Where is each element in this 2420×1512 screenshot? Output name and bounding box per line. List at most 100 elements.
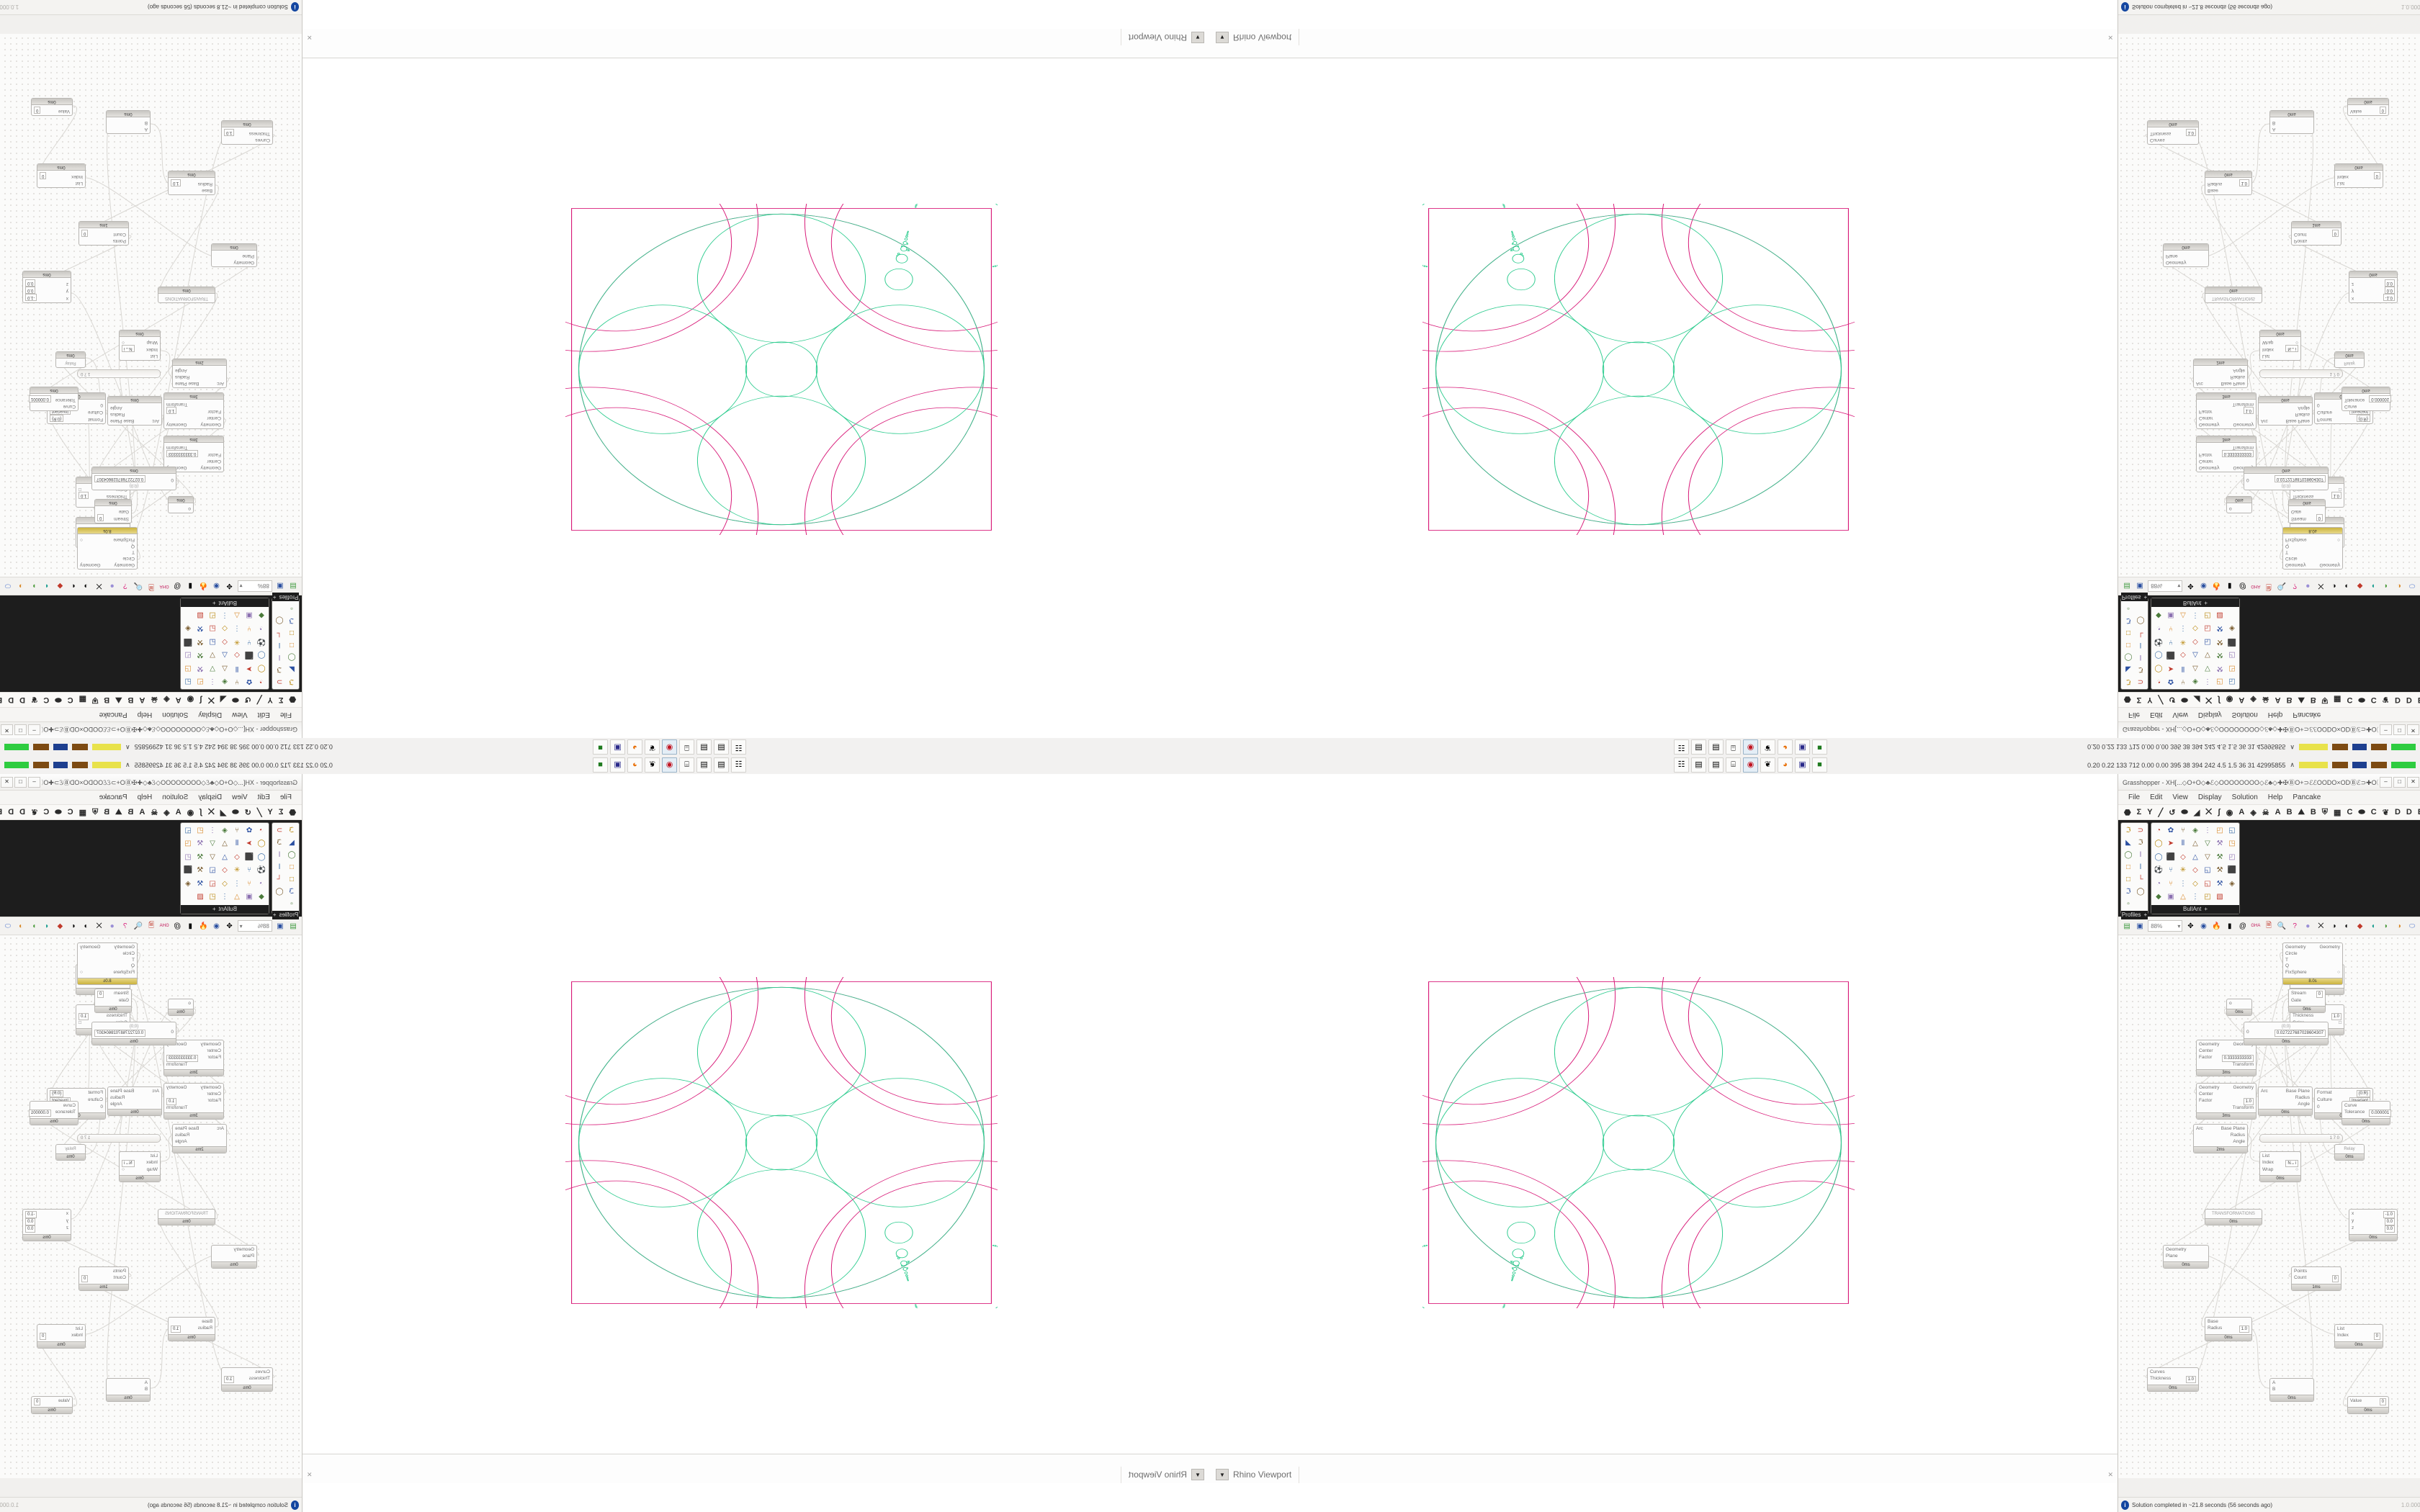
panel-bullant-icon-25[interactable]: ◱ [2204, 866, 2211, 874]
component-param-row[interactable]: Plane [214, 252, 254, 258]
tb-app-0[interactable]: ☷ [1674, 739, 1689, 755]
component-param-row[interactable]: Center [2199, 414, 2254, 420]
addon-c2-tab[interactable]: C [2370, 808, 2377, 816]
gh-component[interactable]: o 0ms [2226, 496, 2252, 513]
maths-tab[interactable]: Σ [2136, 808, 2142, 816]
gh-component[interactable]: Curves Thickness 1.0 0ms [2147, 1367, 2199, 1392]
panel-bullant[interactable]: ◔ ✿ ⑂ ◈ ⋮ ◰ ◱ ◯ ➤ ⦀ △ ▽ ⚒ ◳ ◯ ⬛ ◇ △ ▽ ⚒ ◰ ⚽ ⑂ ✳ ◇ ◱ ⚒ ⬛ ◔ ⑂ ⋮ ◇ ◱ ⚒ ◈ ◆ ▣ △ ⋮ ◰… [2151, 598, 2240, 690]
mesh-tab[interactable]: ◢ [220, 808, 227, 817]
grasshopper-canvas[interactable]: CurvesThickness1.0Color■2msCurvesThickne… [2118, 34, 2420, 577]
panel-profiles-icon-9[interactable]: └ [277, 629, 282, 637]
panel-bullant-icon-36[interactable]: ▣ [2167, 611, 2174, 619]
component-param-row[interactable]: Q [80, 542, 135, 549]
component-param-row[interactable]: Tolerance 0.000001 [28, 1109, 76, 1117]
addon-shield-tab[interactable]: ⛨ [91, 807, 99, 816]
addon-b2-tab[interactable]: B [104, 808, 110, 816]
open-file-icon[interactable]: ▤ [2123, 582, 2130, 590]
grasshopper-ribbon-tabs[interactable]: ⬣ΣΥ╱↺⬬◢⨉ʃ◉A◈☠AB⛰B⛨▦C⬬C❦DDEE▩ [2118, 805, 2420, 820]
addon-grid-tab[interactable]: ▦ [79, 695, 86, 704]
gh-component[interactable]: TRANSFORMATIONS 0ms [2205, 1209, 2262, 1226]
component-param-row[interactable]: FixSphere ○ [2285, 536, 2340, 542]
zoom-dropdown-icon[interactable]: ▾ [239, 582, 243, 590]
component-param-row[interactable]: Radius 1.0 [2208, 1325, 2249, 1333]
component-param-row[interactable]: Wrap ○ [2262, 338, 2298, 345]
panel-bullant-icon-21[interactable]: ⚽ [256, 866, 266, 874]
bake-icon[interactable]: 🔥 [2212, 582, 2221, 590]
panel-bullant-icon-14[interactable]: ◯ [2154, 651, 2163, 660]
grasshopper-menu-bar[interactable]: File Edit View Display Solution Help Pancake [2118, 791, 2420, 805]
component-param-row[interactable]: z 0.0 [2352, 279, 2395, 287]
component-param-row[interactable]: Format {0:R} [2317, 414, 2370, 422]
grasshopper-ribbon-tabs[interactable]: ⬣ΣΥ╱↺⬬◢⨉ʃ◉A◈☠AB⛰B⛨▦C⬬C❦DDEE▩ [2118, 692, 2420, 707]
component-param-row[interactable]: FixSphere ○ [80, 970, 135, 976]
component-param-row[interactable]: Factor 0.3333333333 [166, 1054, 221, 1062]
tb-app-8[interactable]: ■ [593, 739, 608, 755]
maximize-button[interactable]: □ [2393, 724, 2406, 736]
mesh-tab[interactable]: ◢ [2193, 695, 2200, 704]
addon-a-tab[interactable]: A [175, 808, 182, 816]
panel-bullant-icon-22[interactable]: ⑂ [2169, 638, 2173, 646]
component-param-row[interactable]: Points [81, 1269, 126, 1275]
params-tab[interactable]: ⬣ [2124, 695, 2131, 704]
menu-item-display[interactable]: Display [2197, 711, 2222, 719]
addon-c2-tab[interactable]: C [2370, 696, 2377, 704]
component-param-row[interactable]: y 0.0 [25, 1218, 68, 1226]
component-param-row[interactable]: Angle [2261, 1102, 2310, 1108]
bake-icon[interactable]: 🔥 [199, 582, 208, 590]
panel-bullant-icon-29[interactable]: ⑂ [2169, 624, 2173, 633]
panel-bullant-icon-25[interactable]: ◱ [2204, 638, 2211, 646]
panel-bullant-icon-27[interactable]: ⬛ [2227, 638, 2237, 646]
capture-icon[interactable]: ▮ [188, 922, 193, 930]
panel-profiles-icon-5[interactable]: Ⅰ [278, 850, 281, 859]
grasshopper-component-panels[interactable]: ℑ ⊃ ◣ ℑ ◯ Ⅰ □ Ⅰ □ └ ℑ ◯ ▫ Profiles + ◔ ✿ ⑂ ◈ ⋮ ◰ ◱ ◯ ➤ ⦀ △ ▽ ⚒ ◳ ◯ ⬛ ◇ △… [0, 820, 302, 919]
panel-bullant-icon-26[interactable]: ⚒ [197, 866, 204, 874]
addon-bird-tab[interactable]: ❦ [31, 695, 38, 704]
panel-profiles-icon-6[interactable]: □ [289, 863, 295, 871]
vp-orange-icon[interactable]: ◑ [2396, 582, 2401, 590]
panel-profiles-icon-7[interactable]: Ⅰ [2139, 641, 2142, 649]
component-param-row[interactable]: Radius [175, 373, 224, 379]
preview-icon[interactable]: ◉ [2200, 922, 2207, 930]
panel-bullant-icon-8[interactable]: ➤ [2167, 665, 2174, 672]
panel-profiles-icon-11[interactable]: ◯ [2136, 887, 2145, 896]
tb-app-6[interactable]: ◕ [627, 739, 642, 755]
panel-bullant-icon-8[interactable]: ➤ [246, 665, 253, 672]
component-param-row[interactable]: Arc Base Plane [2261, 417, 2310, 423]
grasshopper-ribbon-tabs[interactable]: ⬣ΣΥ╱↺⬬◢⨉ʃ◉A◈☠AB⛰B⛨▦C⬬C❦DDEE▩ [0, 805, 302, 820]
panel-bullant-icon-40[interactable]: ▧ [2216, 893, 2223, 901]
panel-profiles-icon-5[interactable]: Ⅰ [2139, 653, 2142, 662]
panel-bullant-icon-8[interactable]: ➤ [2167, 840, 2174, 847]
panel-bullant-icon-33[interactable]: ⚒ [2216, 879, 2223, 888]
gh-component[interactable]: Arc Base Plane Radius Angle 2ms [2193, 358, 2248, 388]
panel-bullant-icon-17[interactable]: △ [222, 651, 228, 660]
panel-bullant-icon-14[interactable]: ◯ [257, 852, 266, 861]
gh-component[interactable]: Base Radius 1.0 0ms [2205, 171, 2252, 195]
panel-bullant-icon-17[interactable]: △ [2192, 852, 2198, 861]
gh-component[interactable]: Points Count 0 1ms [79, 221, 129, 246]
preview-off-icon[interactable]: ◆ [57, 922, 63, 930]
panel-profiles-icon-0[interactable]: ℑ [2125, 826, 2131, 834]
sets-tab[interactable]: Υ [267, 808, 273, 816]
addon-skull-tab[interactable]: ☠ [151, 808, 158, 817]
vp-teal-icon[interactable]: ◖ [2370, 582, 2375, 590]
panel-profiles-icon-6[interactable]: □ [2125, 641, 2131, 649]
addon-leaf-tab[interactable]: ◈ [163, 808, 170, 817]
component-param-row[interactable]: Points [2294, 237, 2339, 243]
addon-b-tab[interactable]: B [127, 808, 134, 816]
gh-component[interactable]: x -1.0 y 0.0 z 0.0 0ms [2349, 270, 2398, 303]
component-param-row[interactable]: T [2285, 958, 2340, 964]
transform-tab[interactable]: ʃ [200, 696, 202, 704]
panel-bullant-icon-12[interactable]: ⚒ [197, 840, 204, 847]
gh-component[interactable]: Curves Thickness 1.0 0ms [221, 1367, 273, 1392]
tray-caret-icon[interactable]: ∧ [125, 744, 130, 751]
tb-app-4[interactable]: ◉ [1743, 757, 1758, 773]
search-icon[interactable]: 🔍 [133, 922, 143, 930]
component-param-row[interactable]: z 0.0 [25, 1225, 68, 1233]
grasshopper-component-panels[interactable]: ℑ ⊃ ◣ ℑ ◯ Ⅰ □ Ⅰ □ └ ℑ ◯ ▫ Profiles + ◔ ✿ ⑂ ◈ ⋮ ◰ ◱ ◯ ➤ ⦀ △ ▽ ⚒ ◳ ◯ ⬛ ◇ △… [0, 593, 302, 692]
panel-bullant-icon-38[interactable]: ⋮ [2192, 893, 2199, 901]
component-param-row[interactable]: o [171, 505, 191, 511]
component-param-row[interactable]: B [2272, 1387, 2311, 1393]
panel-bullant-icon-21[interactable]: ⚽ [2154, 866, 2164, 874]
addon-d2-tab[interactable]: D [8, 808, 14, 816]
panel-profiles-icon-8[interactable]: □ [2125, 875, 2131, 883]
